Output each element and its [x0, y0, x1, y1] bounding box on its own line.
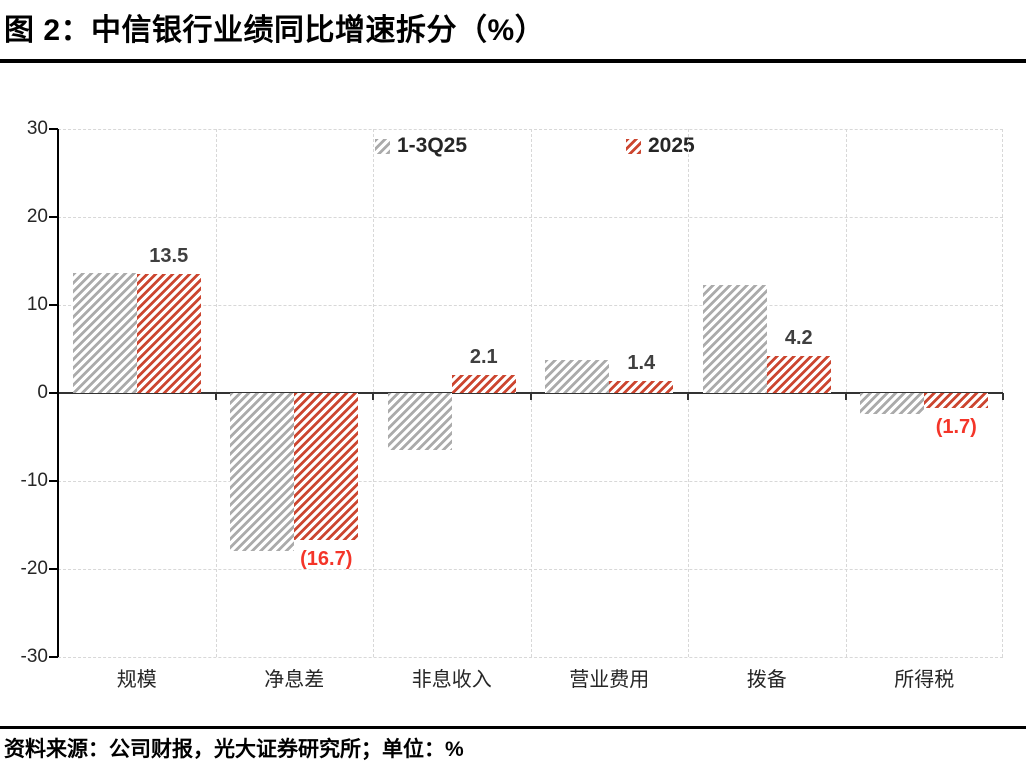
- y-axis-tick-mark: [49, 392, 58, 394]
- x-axis-label-nim: 净息差: [264, 669, 325, 691]
- data-label-所得税: (1.7): [935, 415, 977, 438]
- gridline-y--30: [58, 657, 1003, 658]
- x-axis-tick-mark: [1002, 393, 1004, 400]
- x-axis-label-noninterest-income: 非息收入: [411, 669, 492, 691]
- data-label-非息收入: 2.1: [469, 345, 498, 368]
- y-axis-tick-label: 10: [26, 294, 48, 315]
- x-axis-tick-mark: [844, 393, 847, 400]
- legend-item-2025: 2025: [626, 134, 695, 158]
- y-axis-tick-mark: [49, 656, 58, 658]
- bar-1-3Q25-非息收入: [387, 393, 452, 451]
- y-axis-tick-mark: [49, 216, 58, 218]
- bar-1-3Q25-规模: [72, 273, 137, 393]
- y-axis-tick-label: -10: [20, 470, 48, 491]
- y-axis-tick-mark: [49, 568, 58, 570]
- y-axis-line: [57, 129, 59, 657]
- bar-1-3Q25-所得税: [860, 393, 925, 415]
- bar-2025-营业费用: [609, 380, 674, 393]
- title-rule: [0, 59, 1026, 63]
- data-label-净息差: (16.7): [300, 547, 353, 570]
- source-note: 资料来源：公司财报，光大证券研究所；单位：%: [4, 738, 464, 761]
- y-axis-tick-label: 30: [26, 118, 48, 139]
- data-label-规模: 13.5: [149, 245, 189, 268]
- x-axis-tick-mark: [372, 393, 374, 400]
- bar-2025-拨备: [766, 356, 831, 393]
- x-axis-labels: 规模 净息差 非息收入 营业费用 拨备 所得税: [58, 667, 1003, 693]
- legend-label-1-3q25: 1-3Q25: [397, 134, 468, 157]
- x-axis-tick-mark: [214, 393, 217, 400]
- x-axis-label-scale: 规模: [116, 669, 157, 691]
- bar-1-3Q25-营业费用: [545, 359, 610, 393]
- x-axis-label-provisions: 拨备: [746, 669, 787, 691]
- bar-2025-所得税: [924, 393, 989, 408]
- y-axis-tick-mark: [49, 480, 58, 482]
- x-axis-label-operating-expense: 营业费用: [569, 669, 650, 691]
- bar-2025-非息收入: [451, 374, 516, 393]
- bar-2025-规模: [136, 274, 201, 393]
- y-axis-tick-label: -30: [20, 646, 48, 667]
- bar-2025-净息差: [294, 393, 359, 540]
- y-axis-tick-label: -20: [20, 558, 48, 579]
- bar-1-3Q25-净息差: [230, 393, 295, 551]
- legend-swatch-1-3q25-icon: [375, 138, 390, 154]
- legend-label-2025: 2025: [648, 134, 695, 157]
- y-axis-tick-mark: [49, 128, 58, 130]
- data-label-营业费用: 1.4: [627, 351, 656, 374]
- x-axis-tick-mark: [687, 393, 689, 400]
- y-axis-tick-mark: [49, 304, 58, 306]
- data-label-拨备: 4.2: [784, 327, 813, 350]
- y-axis-tick-label: 20: [26, 206, 48, 227]
- y-axis-tick-label: 0: [37, 382, 48, 403]
- x-axis-tick-mark: [529, 393, 532, 400]
- chart-title: 图 2：中信银行业绩同比增速拆分（%）: [4, 14, 546, 47]
- legend-swatch-2025-icon: [626, 138, 641, 154]
- footer-rule: [0, 726, 1026, 729]
- bar-1-3Q25-拨备: [702, 284, 767, 393]
- legend-item-1-3q25: 1-3Q25: [375, 134, 467, 158]
- x-axis-label-income-tax: 所得税: [894, 669, 955, 691]
- plot-area: 1-3Q25 2025 30 20 10 0 -10 -20 -30 13.5 (16.7) 2.…: [21, 118, 1004, 667]
